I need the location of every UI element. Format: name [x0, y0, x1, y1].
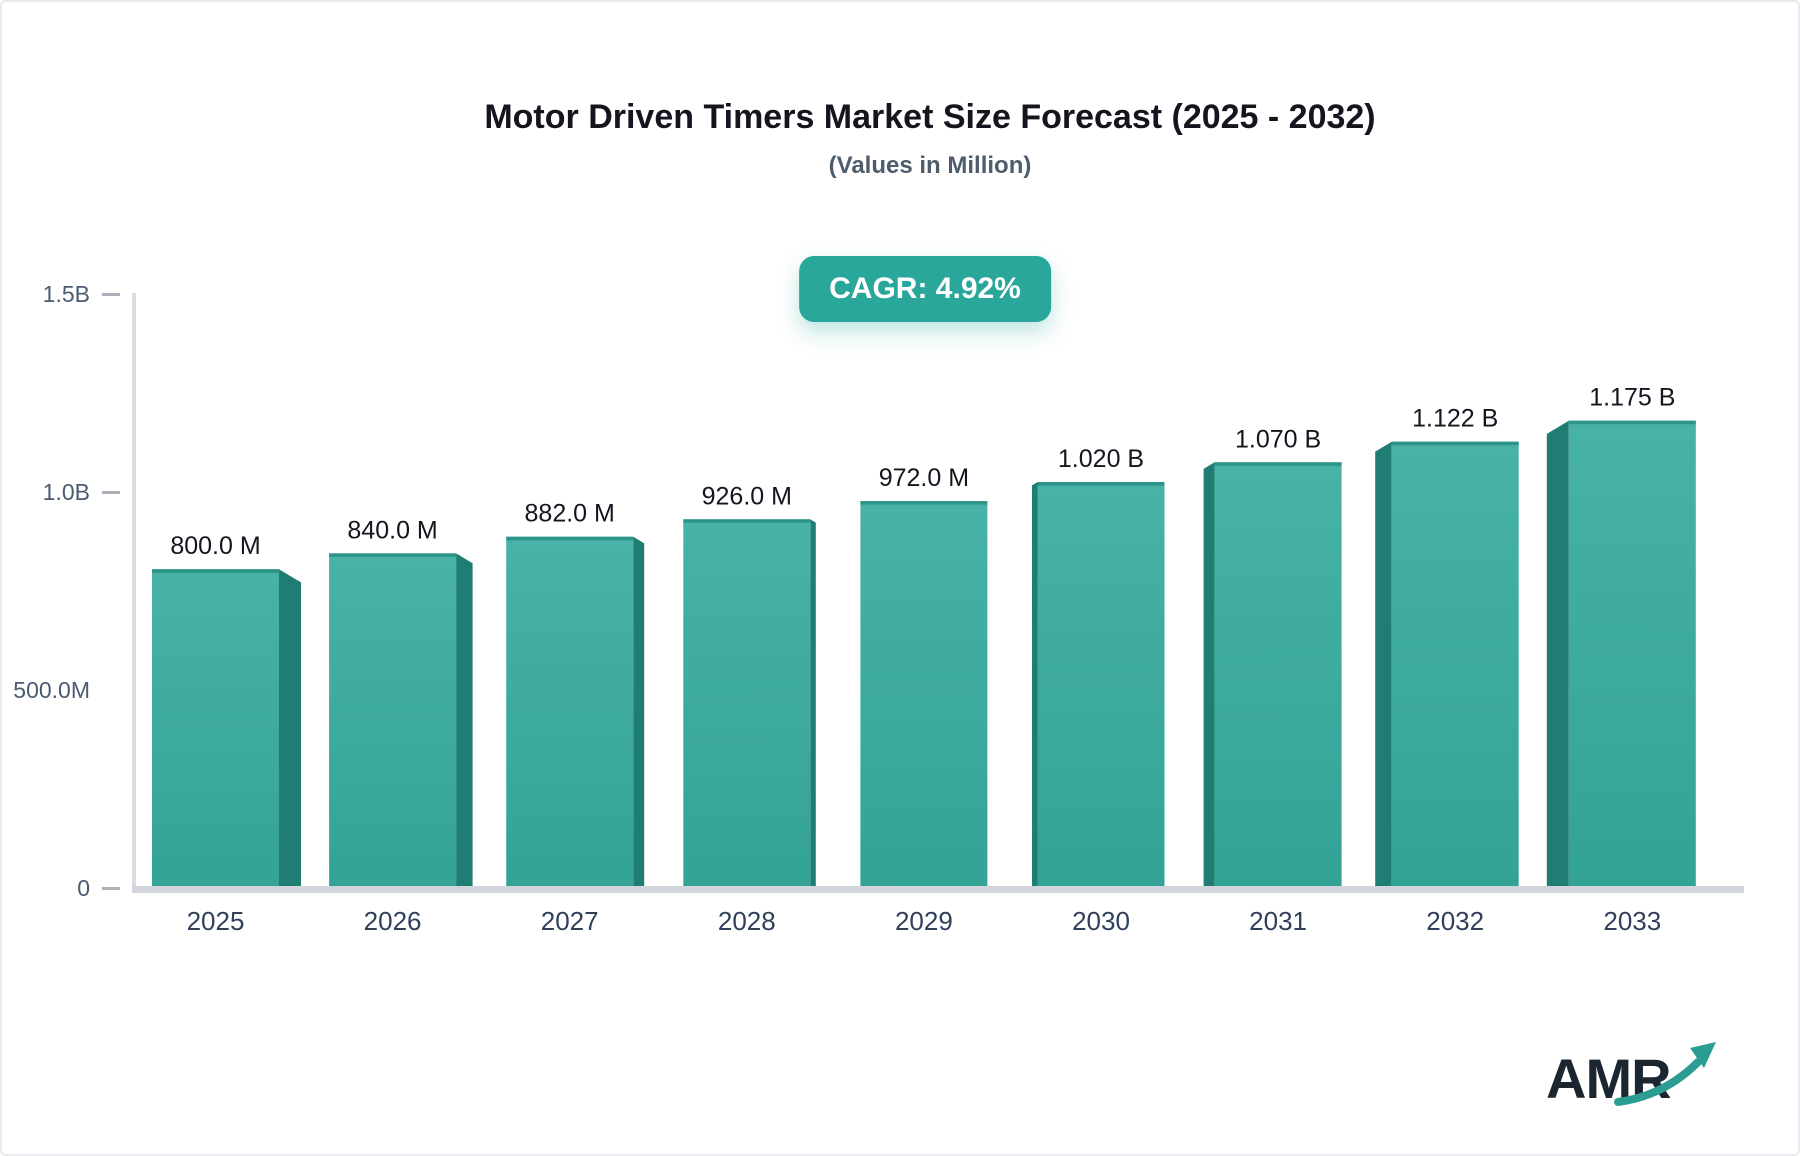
- y-tick-dash-0: [102, 887, 120, 890]
- bar-front-face: [506, 536, 634, 890]
- bar-value-label: 1.122 B: [1412, 405, 1498, 433]
- bar-front-face: [860, 501, 988, 890]
- bar-front-face: [1037, 482, 1165, 890]
- chart-subtitle: (Values in Million): [828, 152, 1032, 179]
- bar-top-edge: [1037, 482, 1165, 486]
- bar-group-2032: 1.122 B 2032: [1375, 405, 1519, 936]
- bar-side-face: [633, 536, 645, 890]
- bar-front-face: [329, 553, 457, 890]
- bar-front-face: [152, 569, 279, 890]
- bar-group-2031: 1.070 B 2031: [1203, 425, 1342, 936]
- bar-top-edge: [1391, 441, 1519, 446]
- x-tick-label-2025: 2025: [187, 906, 245, 936]
- x-tick-label-2026: 2026: [364, 906, 422, 936]
- bar-top-edge: [329, 553, 457, 557]
- bar-top-edge: [506, 536, 634, 541]
- bar-front-face: [1391, 441, 1519, 890]
- bar-value-label: 800.0 M: [170, 532, 260, 560]
- x-tick-label-2027: 2027: [541, 906, 599, 936]
- bar-value-label: 882.0 M: [525, 500, 615, 528]
- bar-side-face: [456, 553, 473, 890]
- bar-group-2030: 1.020 B 2030: [1032, 445, 1165, 936]
- bar-side-face: [1375, 441, 1392, 890]
- bar-side-face: [279, 569, 301, 890]
- bar-side-face: [1032, 482, 1038, 890]
- bar-value-label: 972.0 M: [879, 464, 969, 492]
- x-tick-label-2030: 2030: [1072, 906, 1130, 936]
- bar-group-2025: 800.0 M 2025: [152, 532, 301, 936]
- x-tick-label-2032: 2032: [1426, 906, 1484, 936]
- bar-value-label: 840.0 M: [347, 516, 437, 544]
- y-tick-label-0: 0: [77, 875, 90, 901]
- amr-logo-text: AMR: [1546, 1047, 1672, 1110]
- bar-group-2027: 882.0 M 2027: [506, 500, 645, 936]
- bar-value-label: 1.070 B: [1235, 425, 1321, 453]
- bar-side-face: [1546, 420, 1569, 890]
- bar-top-edge: [1214, 462, 1342, 466]
- y-tick-label-1.0B: 1.0B: [43, 479, 90, 505]
- bar-group-2033: 1.175 B 2033: [1546, 384, 1696, 936]
- bar-side-face: [810, 519, 816, 890]
- bar-side-face: [1203, 462, 1215, 890]
- y-tick-label-1.5B: 1.5B: [43, 281, 90, 307]
- bar-value-label: 1.175 B: [1589, 384, 1675, 412]
- bar-front-face: [1568, 420, 1696, 890]
- chart-title: Motor Driven Timers Market Size Forecast…: [484, 98, 1376, 136]
- bar-front-face: [1214, 462, 1342, 890]
- bar-value-label: 1.020 B: [1058, 445, 1144, 473]
- x-axis-baseline: [132, 886, 1744, 893]
- amr-logo: AMR: [1546, 1042, 1766, 1126]
- x-tick-label-2033: 2033: [1603, 906, 1661, 936]
- bar-group-2029: 972.0 M 2029: [860, 464, 988, 936]
- bar-top-edge: [152, 569, 279, 573]
- y-axis-line: [132, 293, 136, 893]
- x-tick-label-2028: 2028: [718, 906, 776, 936]
- growth-arrow-icon: [1614, 1042, 1716, 1106]
- bar-front-face: [683, 519, 811, 890]
- bar-group-2026: 840.0 M 2026: [329, 516, 473, 936]
- y-tick-dash-1.0B: [102, 491, 120, 494]
- y-tick-label-500.0M: 500.0M: [13, 677, 90, 703]
- x-tick-label-2029: 2029: [895, 906, 953, 936]
- x-tick-label-2031: 2031: [1249, 906, 1307, 936]
- bar-group-2028: 926.0 M 2028: [683, 482, 816, 936]
- cagr-badge: CAGR: 4.92%: [799, 256, 1051, 322]
- bar-top-edge: [683, 519, 811, 523]
- bar-top-edge: [1568, 420, 1696, 425]
- bar-value-label: 926.0 M: [702, 482, 792, 510]
- y-tick-dash-1.5B: [102, 293, 120, 296]
- bar-top-edge: [860, 501, 988, 505]
